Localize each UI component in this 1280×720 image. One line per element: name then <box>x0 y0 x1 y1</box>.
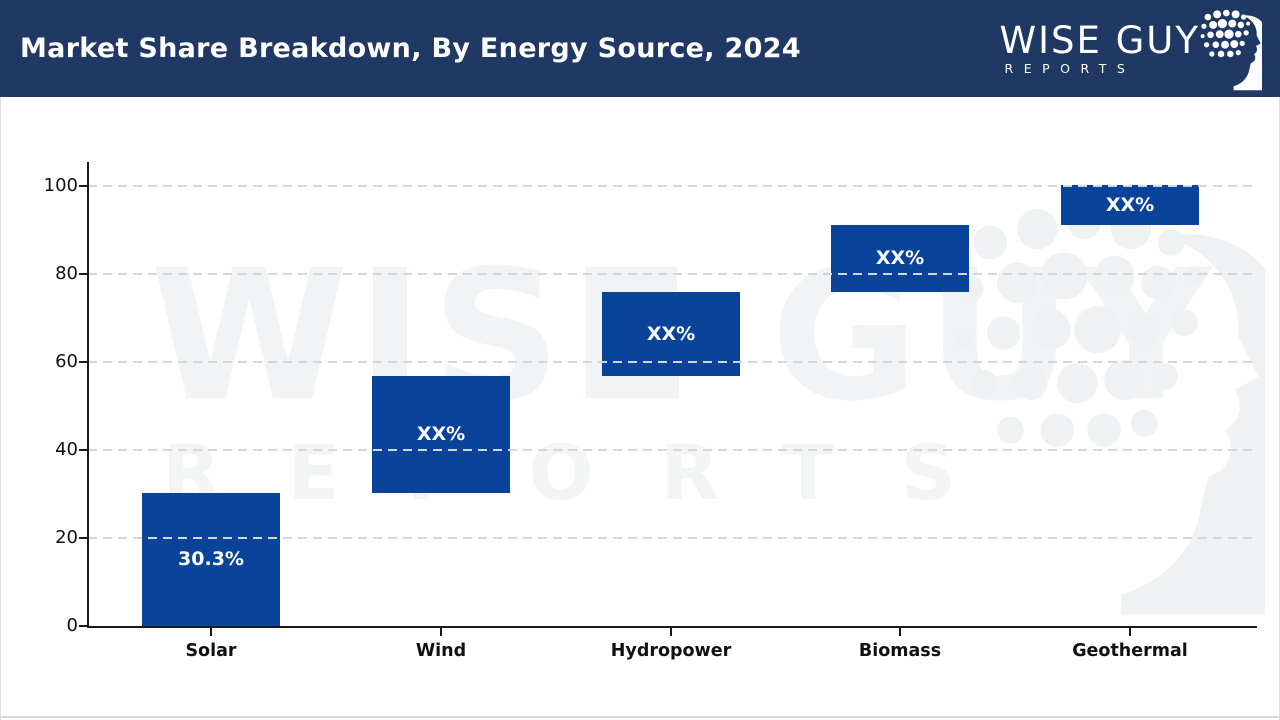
x-tick-mark <box>670 628 672 636</box>
x-tick-label-geothermal: Geothermal <box>1072 641 1188 661</box>
bar-geothermal <box>1061 185 1199 225</box>
x-tick-mark <box>1129 628 1131 636</box>
x-axis-line <box>87 626 1257 628</box>
header-bar: Market Share Breakdown, By Energy Source… <box>0 0 1280 97</box>
x-tick-mark <box>899 628 901 636</box>
y-tick-label: 100 <box>43 175 78 196</box>
chart-canvas: WISE GUY REPORTS 02040608010030.3%SolarX… <box>0 97 1280 720</box>
logo-subtitle: REPORTS <box>1004 60 1136 76</box>
bar-value-label: 30.3% <box>178 548 244 571</box>
y-tick-mark <box>79 361 87 363</box>
bar-value-label: XX% <box>1105 193 1155 216</box>
bar-value-label: XX% <box>646 323 696 346</box>
y-tick-mark <box>79 625 87 627</box>
x-tick-label-solar: Solar <box>185 641 237 661</box>
gridline-y100 <box>88 185 1257 187</box>
bar-solar <box>142 492 280 626</box>
gridline-y40 <box>88 449 1257 451</box>
bar-value-label: XX% <box>875 247 925 270</box>
x-tick-label-hydropower: Hydropower <box>610 641 732 661</box>
y-tick-mark <box>79 273 87 275</box>
x-tick-mark <box>440 628 442 636</box>
y-tick-label: 20 <box>55 527 78 548</box>
logo-wordmark: WISE GUY <box>999 18 1200 62</box>
footer-rule <box>0 716 1280 718</box>
gridline-y60 <box>88 361 1257 363</box>
y-tick-label: 40 <box>55 439 78 460</box>
y-tick-mark <box>79 537 87 539</box>
bar-value-label: XX% <box>416 423 466 446</box>
wiseguy-logo: WISE GUY REPORTS <box>1000 7 1262 91</box>
y-tick-mark <box>79 185 87 187</box>
y-tick-mark <box>79 449 87 451</box>
x-tick-mark <box>210 628 212 636</box>
content-left-border <box>0 97 1 720</box>
x-tick-label-wind: Wind <box>415 641 467 661</box>
y-tick-label: 60 <box>55 351 78 372</box>
page-title: Market Share Breakdown, By Energy Source… <box>20 33 801 64</box>
x-tick-label-biomass: Biomass <box>858 641 942 661</box>
gridline-y20 <box>88 537 1257 539</box>
watermark-face-icon <box>953 205 1265 615</box>
y-tick-label: 0 <box>66 615 78 636</box>
gridline-y80 <box>88 273 1257 275</box>
y-tick-label: 80 <box>55 263 78 284</box>
bar-wind <box>372 376 510 493</box>
wiseguy-face-icon <box>1200 9 1262 90</box>
y-axis-line <box>87 162 89 628</box>
watermark-subtitle: REPORTS <box>162 428 1023 517</box>
bar-biomass <box>831 224 969 293</box>
